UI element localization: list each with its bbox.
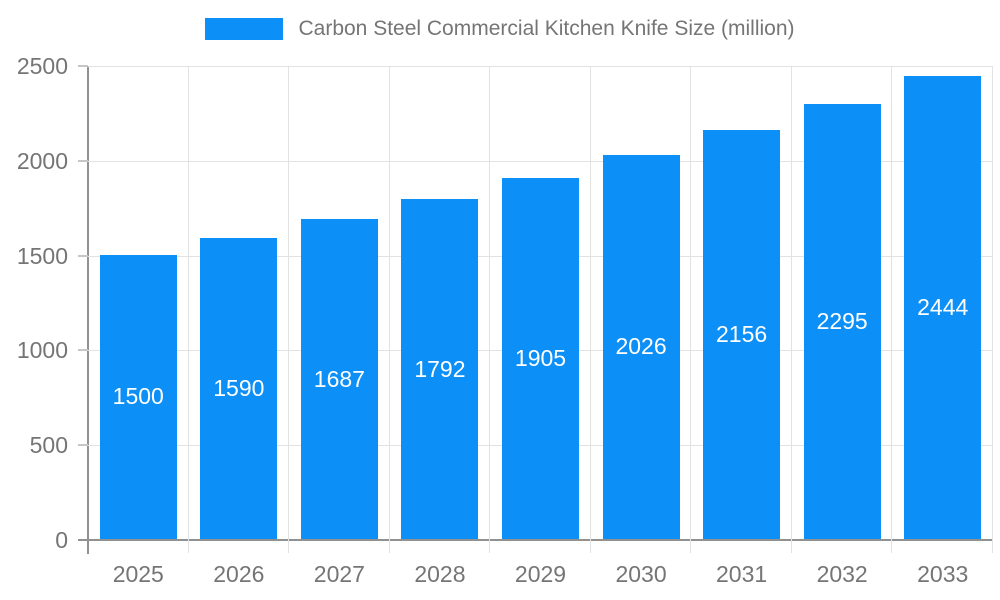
bar-2031[interactable]: 2156 bbox=[703, 130, 781, 539]
v-gridline-7 bbox=[790, 66, 792, 540]
v-gridline-3 bbox=[388, 66, 390, 540]
y-tick-label-2500: 2500 bbox=[16, 53, 68, 79]
bar-2032[interactable]: 2295 bbox=[803, 103, 881, 539]
bar-2026[interactable]: 1590 bbox=[200, 237, 278, 539]
h-gridline-2000 bbox=[88, 160, 993, 162]
y-tick-label-2000: 2000 bbox=[16, 147, 68, 174]
y-tick-label-500: 500 bbox=[29, 432, 68, 459]
y-tick bbox=[78, 539, 88, 541]
bar-2033[interactable]: 2444 bbox=[904, 75, 982, 539]
x-tick bbox=[690, 540, 692, 553]
v-gridline-6 bbox=[690, 66, 692, 540]
x-tick-label-2028: 2028 bbox=[414, 561, 466, 587]
x-tick-label-2027: 2027 bbox=[313, 561, 365, 587]
bar-value-label: 1792 bbox=[414, 355, 466, 382]
bar-2027[interactable]: 1687 bbox=[300, 219, 378, 539]
y-tick bbox=[78, 254, 88, 257]
legend[interactable]: Carbon Steel Commercial Kitchen Knife Si… bbox=[0, 10, 1000, 48]
y-tick bbox=[78, 349, 88, 352]
bar-value-label: 2156 bbox=[716, 321, 768, 348]
v-gridline-2 bbox=[288, 66, 290, 540]
x-tick bbox=[992, 540, 993, 553]
x-tick bbox=[187, 540, 189, 553]
legend-swatch-icon bbox=[205, 18, 284, 40]
x-tick-label-2030: 2030 bbox=[615, 561, 667, 587]
v-gridline-4 bbox=[489, 66, 491, 540]
x-tick-label-2031: 2031 bbox=[716, 561, 768, 587]
x-tick-label-2025: 2025 bbox=[112, 561, 164, 587]
bar-value-label: 2444 bbox=[917, 293, 969, 320]
x-tick-label-2026: 2026 bbox=[213, 561, 265, 587]
bar-value-label: 1905 bbox=[514, 344, 567, 371]
bar-value-label: 2026 bbox=[615, 333, 667, 360]
bar-value-label: 1590 bbox=[213, 374, 265, 401]
h-gridline-2500 bbox=[88, 66, 993, 67]
v-gridline-1 bbox=[187, 66, 189, 540]
v-gridline-9 bbox=[992, 66, 993, 540]
y-axis-line bbox=[87, 66, 89, 554]
v-gridline-5 bbox=[589, 66, 591, 540]
y-tick bbox=[78, 444, 88, 447]
bar-value-label: 1500 bbox=[112, 383, 164, 410]
bar-2030[interactable]: 2026 bbox=[602, 154, 680, 539]
y-tick-label-1500: 1500 bbox=[16, 242, 68, 269]
bar-2028[interactable]: 1792 bbox=[401, 199, 479, 539]
y-tick-label-1000: 1000 bbox=[16, 337, 68, 364]
y-tick-label-0: 0 bbox=[55, 527, 68, 553]
x-tick-label-2029: 2029 bbox=[514, 561, 567, 587]
v-gridline-8 bbox=[891, 66, 893, 540]
plot-area: 1500 1590 1687 1792 1905 2026 2156 2295 2444 bbox=[87, 66, 993, 554]
y-tick bbox=[78, 159, 88, 162]
y-tick bbox=[78, 65, 88, 67]
x-tick bbox=[589, 540, 591, 553]
bar-value-label: 1687 bbox=[313, 365, 365, 392]
x-tick bbox=[288, 540, 290, 553]
x-tick bbox=[489, 540, 491, 553]
x-axis-line bbox=[88, 539, 993, 541]
x-tick bbox=[790, 540, 792, 553]
x-tick-label-2033: 2033 bbox=[917, 561, 969, 587]
x-tick bbox=[388, 540, 390, 553]
x-tick bbox=[891, 540, 893, 553]
legend-label: Carbon Steel Commercial Kitchen Knife Si… bbox=[298, 17, 795, 40]
x-tick-label-2032: 2032 bbox=[816, 561, 868, 587]
bar-2029[interactable]: 1905 bbox=[502, 177, 579, 539]
bar-value-label: 2295 bbox=[816, 307, 868, 334]
bar-2025[interactable]: 1500 bbox=[99, 254, 177, 539]
